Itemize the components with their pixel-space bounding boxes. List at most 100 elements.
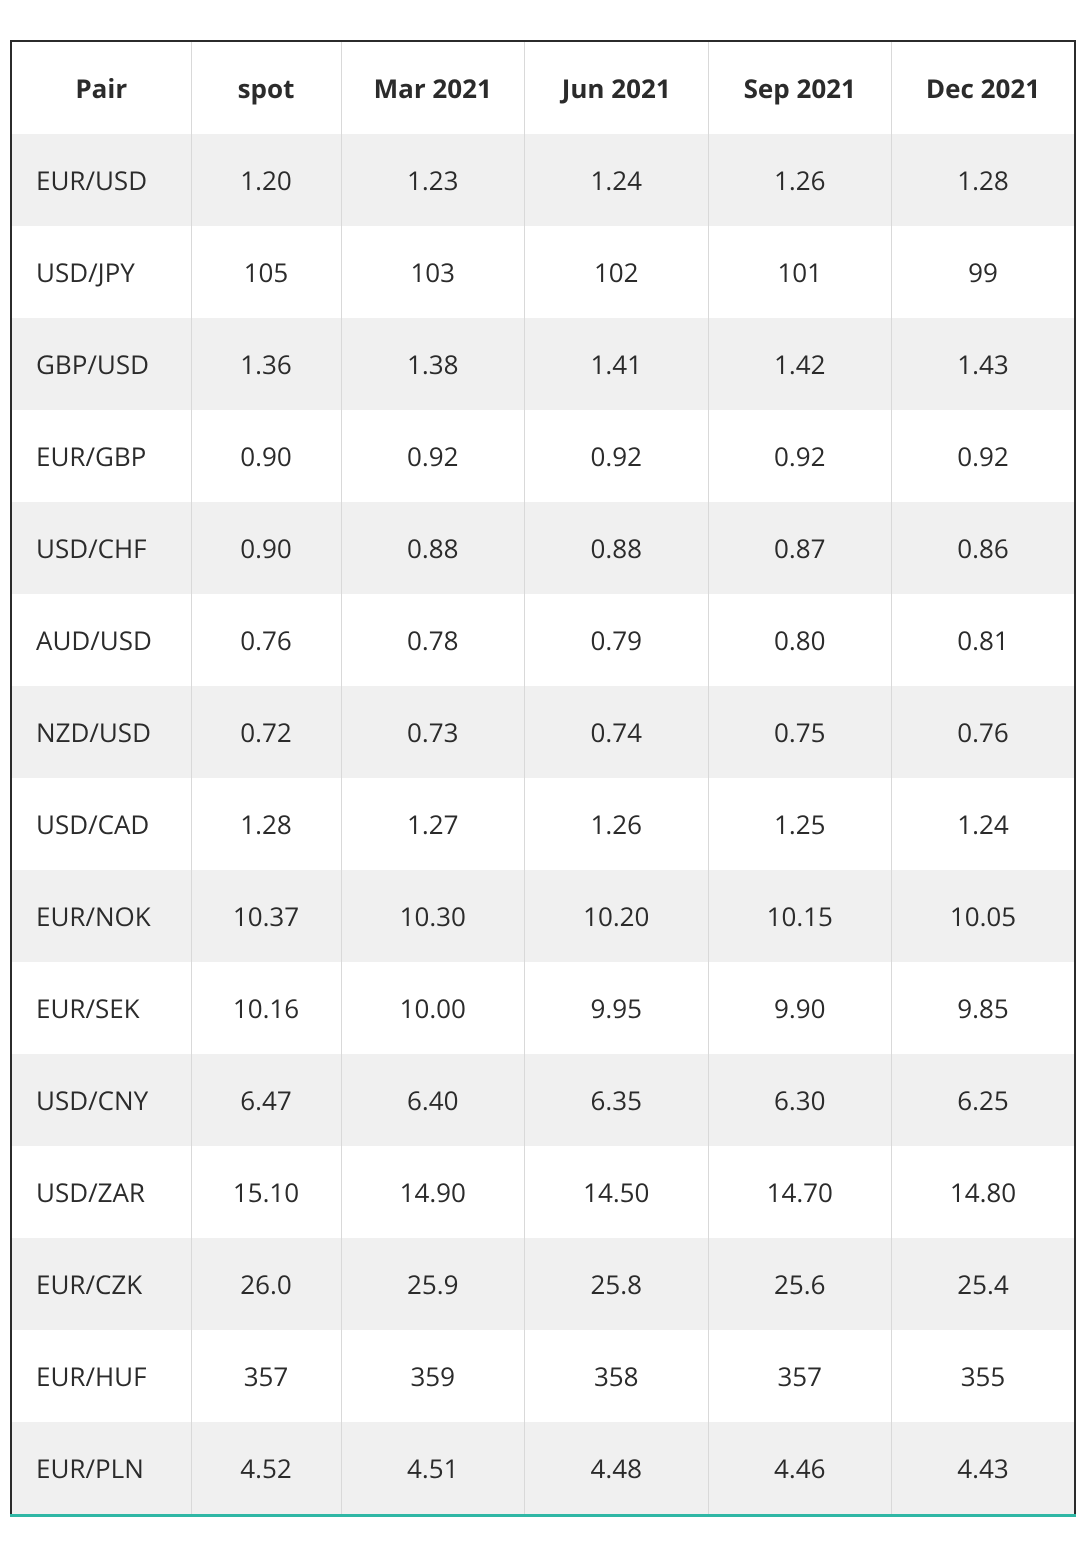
table-row: USD/CAD1.281.271.261.251.24 [11,778,1075,870]
pair-cell: EUR/NOK [11,870,191,962]
table-row: EUR/USD1.201.231.241.261.28 [11,134,1075,226]
value-cell: 0.92 [892,410,1076,502]
value-cell: 1.23 [341,134,525,226]
value-cell: 0.74 [525,686,709,778]
value-cell: 14.50 [525,1146,709,1238]
value-cell: 14.80 [892,1146,1076,1238]
pair-cell: GBP/USD [11,318,191,410]
pair-cell: AUD/USD [11,594,191,686]
value-cell: 0.75 [708,686,892,778]
value-cell: 357 [708,1330,892,1422]
value-cell: 355 [892,1330,1076,1422]
value-cell: 4.52 [191,1422,341,1516]
value-cell: 0.72 [191,686,341,778]
value-cell: 1.25 [708,778,892,870]
value-cell: 1.28 [892,134,1076,226]
table-row: AUD/USD0.760.780.790.800.81 [11,594,1075,686]
value-cell: 1.41 [525,318,709,410]
value-cell: 0.78 [341,594,525,686]
fx-forecast-table: Pair spot Mar 2021 Jun 2021 Sep 2021 Dec… [10,40,1076,1517]
value-cell: 25.4 [892,1238,1076,1330]
value-cell: 105 [191,226,341,318]
pair-cell: USD/CNY [11,1054,191,1146]
value-cell: 6.35 [525,1054,709,1146]
value-cell: 0.73 [341,686,525,778]
value-cell: 357 [191,1330,341,1422]
value-cell: 0.86 [892,502,1076,594]
value-cell: 0.92 [341,410,525,502]
value-cell: 0.88 [525,502,709,594]
value-cell: 102 [525,226,709,318]
value-cell: 14.70 [708,1146,892,1238]
value-cell: 25.6 [708,1238,892,1330]
pair-cell: EUR/HUF [11,1330,191,1422]
value-cell: 101 [708,226,892,318]
value-cell: 15.10 [191,1146,341,1238]
value-cell: 1.42 [708,318,892,410]
pair-cell: USD/ZAR [11,1146,191,1238]
value-cell: 0.90 [191,410,341,502]
value-cell: 10.05 [892,870,1076,962]
table-row: GBP/USD1.361.381.411.421.43 [11,318,1075,410]
table-row: EUR/NOK10.3710.3010.2010.1510.05 [11,870,1075,962]
pair-cell: EUR/CZK [11,1238,191,1330]
pair-cell: EUR/USD [11,134,191,226]
value-cell: 25.8 [525,1238,709,1330]
pair-cell: USD/CAD [11,778,191,870]
table-row: USD/JPY10510310210199 [11,226,1075,318]
value-cell: 1.26 [708,134,892,226]
value-cell: 10.20 [525,870,709,962]
value-cell: 4.43 [892,1422,1076,1516]
value-cell: 103 [341,226,525,318]
value-cell: 0.87 [708,502,892,594]
value-cell: 0.81 [892,594,1076,686]
col-header-sep2021: Sep 2021 [708,41,892,134]
value-cell: 6.47 [191,1054,341,1146]
value-cell: 358 [525,1330,709,1422]
col-header-jun2021: Jun 2021 [525,41,709,134]
value-cell: 9.90 [708,962,892,1054]
value-cell: 25.9 [341,1238,525,1330]
table-header: Pair spot Mar 2021 Jun 2021 Sep 2021 Dec… [11,41,1075,134]
value-cell: 1.26 [525,778,709,870]
value-cell: 10.15 [708,870,892,962]
value-cell: 26.0 [191,1238,341,1330]
table-row: EUR/HUF357359358357355 [11,1330,1075,1422]
value-cell: 9.95 [525,962,709,1054]
table-body: EUR/USD1.201.231.241.261.28USD/JPY105103… [11,134,1075,1516]
value-cell: 1.38 [341,318,525,410]
value-cell: 10.16 [191,962,341,1054]
value-cell: 0.76 [191,594,341,686]
value-cell: 0.79 [525,594,709,686]
value-cell: 10.37 [191,870,341,962]
col-header-spot: spot [191,41,341,134]
table-row: EUR/PLN4.524.514.484.464.43 [11,1422,1075,1516]
value-cell: 10.00 [341,962,525,1054]
value-cell: 0.92 [525,410,709,502]
pair-cell: EUR/PLN [11,1422,191,1516]
pair-cell: NZD/USD [11,686,191,778]
value-cell: 14.90 [341,1146,525,1238]
pair-cell: EUR/GBP [11,410,191,502]
value-cell: 0.90 [191,502,341,594]
value-cell: 0.80 [708,594,892,686]
table-row: USD/CHF0.900.880.880.870.86 [11,502,1075,594]
value-cell: 9.85 [892,962,1076,1054]
value-cell: 1.36 [191,318,341,410]
value-cell: 1.27 [341,778,525,870]
value-cell: 1.24 [892,778,1076,870]
value-cell: 99 [892,226,1076,318]
value-cell: 359 [341,1330,525,1422]
value-cell: 1.43 [892,318,1076,410]
value-cell: 4.46 [708,1422,892,1516]
value-cell: 0.88 [341,502,525,594]
value-cell: 6.40 [341,1054,525,1146]
table-row: USD/ZAR15.1014.9014.5014.7014.80 [11,1146,1075,1238]
value-cell: 0.76 [892,686,1076,778]
value-cell: 10.30 [341,870,525,962]
value-cell: 1.24 [525,134,709,226]
pair-cell: USD/CHF [11,502,191,594]
value-cell: 4.51 [341,1422,525,1516]
table-row: EUR/SEK10.1610.009.959.909.85 [11,962,1075,1054]
table-row: NZD/USD0.720.730.740.750.76 [11,686,1075,778]
